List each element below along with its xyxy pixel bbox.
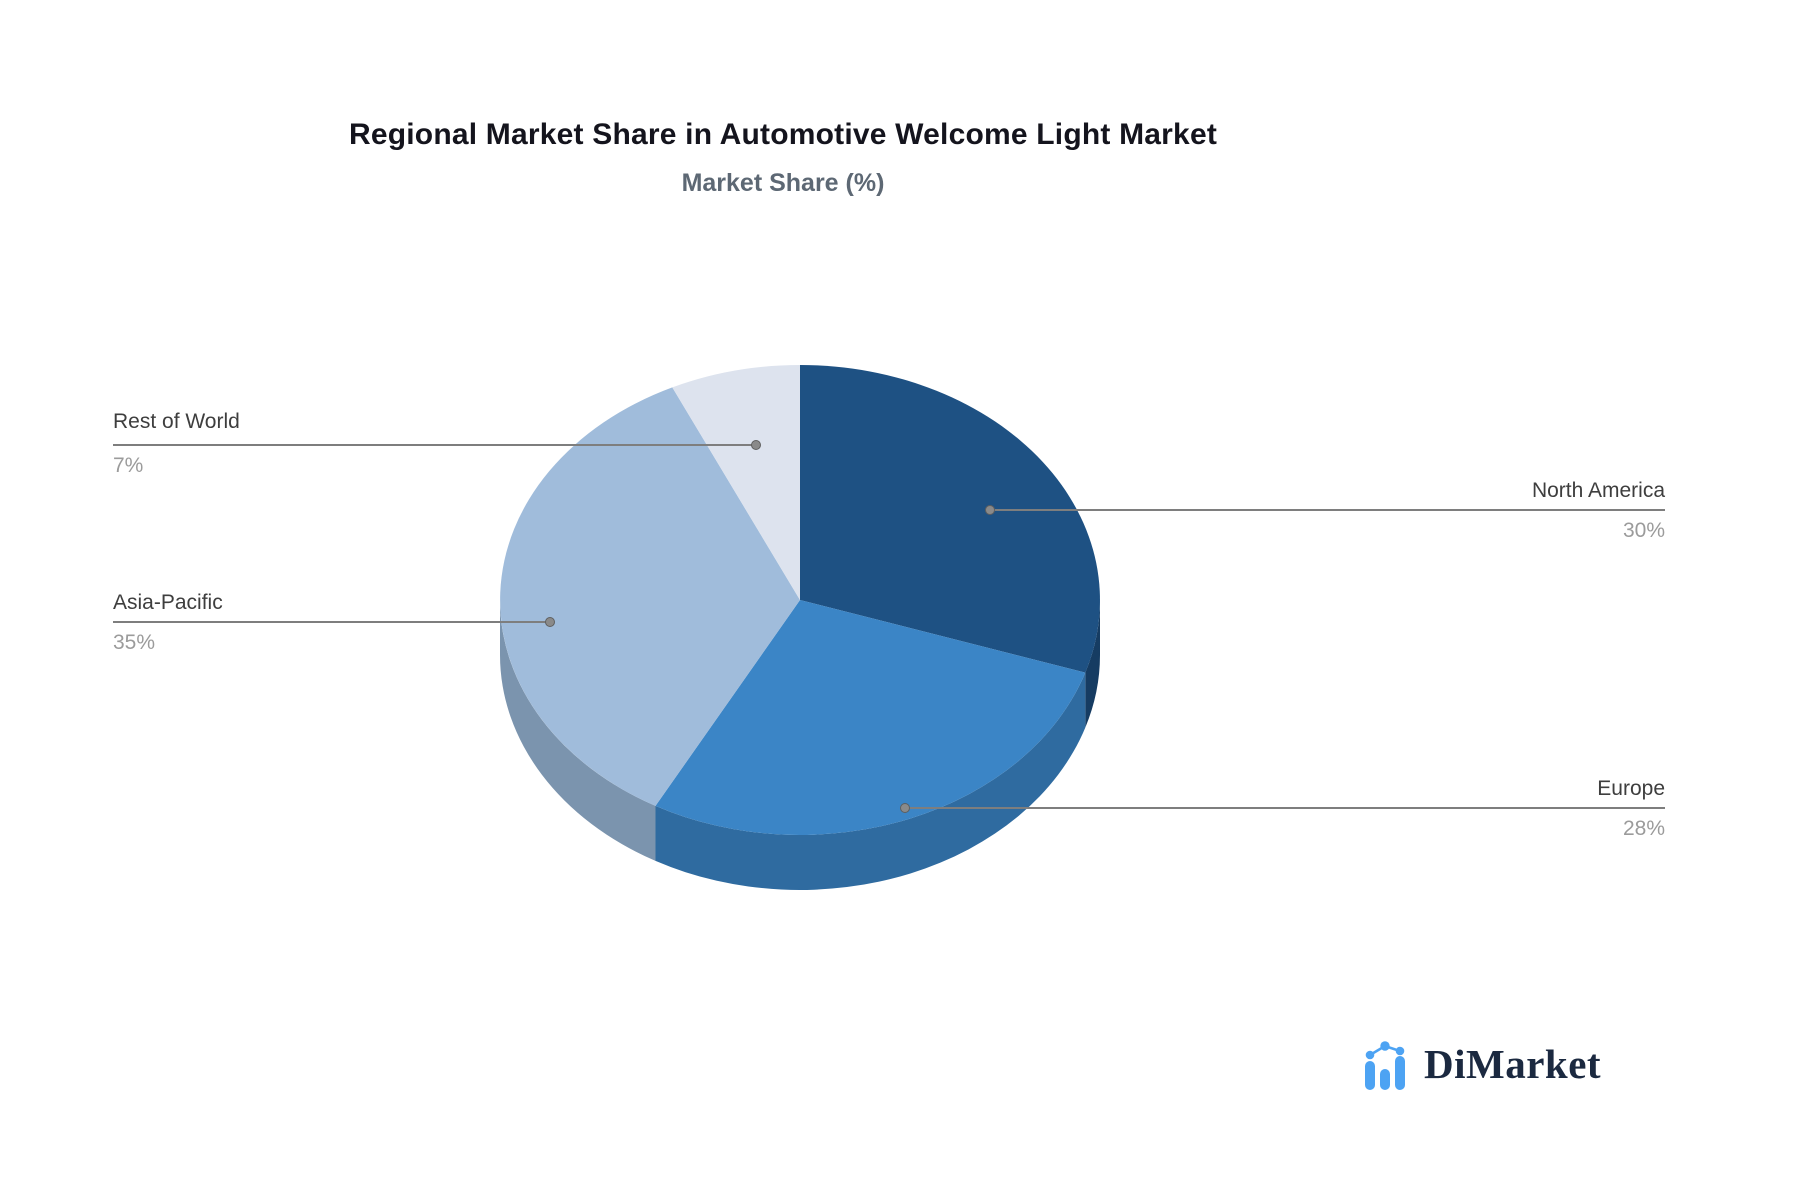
callout-value-north-america: 30% (1623, 519, 1665, 545)
slice-value: 30% (1622, 519, 1665, 542)
logo-icon (1365, 1041, 1405, 1090)
pie-slice-side (655, 672, 1086, 890)
callout-dot (900, 803, 910, 813)
pie-slice-rest-of-world[interactable] (672, 365, 800, 600)
pie-slice-side (1085, 600, 1100, 728)
callout-value-asia-pacific: 35% (113, 631, 155, 657)
callout-label-europe: Europe (1597, 777, 1665, 803)
brand-logo: DiMarket (1365, 1038, 1601, 1090)
chart-subtitle: Market Share (%) (681, 169, 885, 197)
callout-label-north-america: North America (1532, 479, 1665, 505)
pie-slice-side (500, 600, 656, 861)
slice-label: Rest of World (113, 410, 240, 433)
slice-label: North America (1531, 479, 1665, 502)
callout-label-asia-pacific: Asia-Pacific (113, 591, 223, 617)
callout-dot (751, 440, 761, 450)
callout-dot (985, 505, 995, 515)
slice-value: 7% (113, 454, 144, 477)
slice-value: 35% (113, 631, 156, 654)
logo-text: DiMarket (1424, 1041, 1602, 1087)
callout-value-europe: 28% (1623, 817, 1665, 843)
slice-value: 28% (1622, 817, 1665, 840)
callout-dot (545, 617, 555, 627)
pie-slice-asia-pacific[interactable] (500, 387, 800, 806)
slice-label: Asia-Pacific (113, 591, 223, 614)
chart-title: Regional Market Share in Automotive Welc… (348, 118, 1218, 151)
callout-value-rest-of-world: 7% (113, 454, 143, 480)
pie-slice-north-america[interactable] (800, 365, 1100, 673)
pie-slice-europe[interactable] (655, 600, 1086, 835)
slice-label: Europe (1597, 777, 1665, 800)
callout-label-rest-of-world: Rest of World (113, 410, 240, 436)
